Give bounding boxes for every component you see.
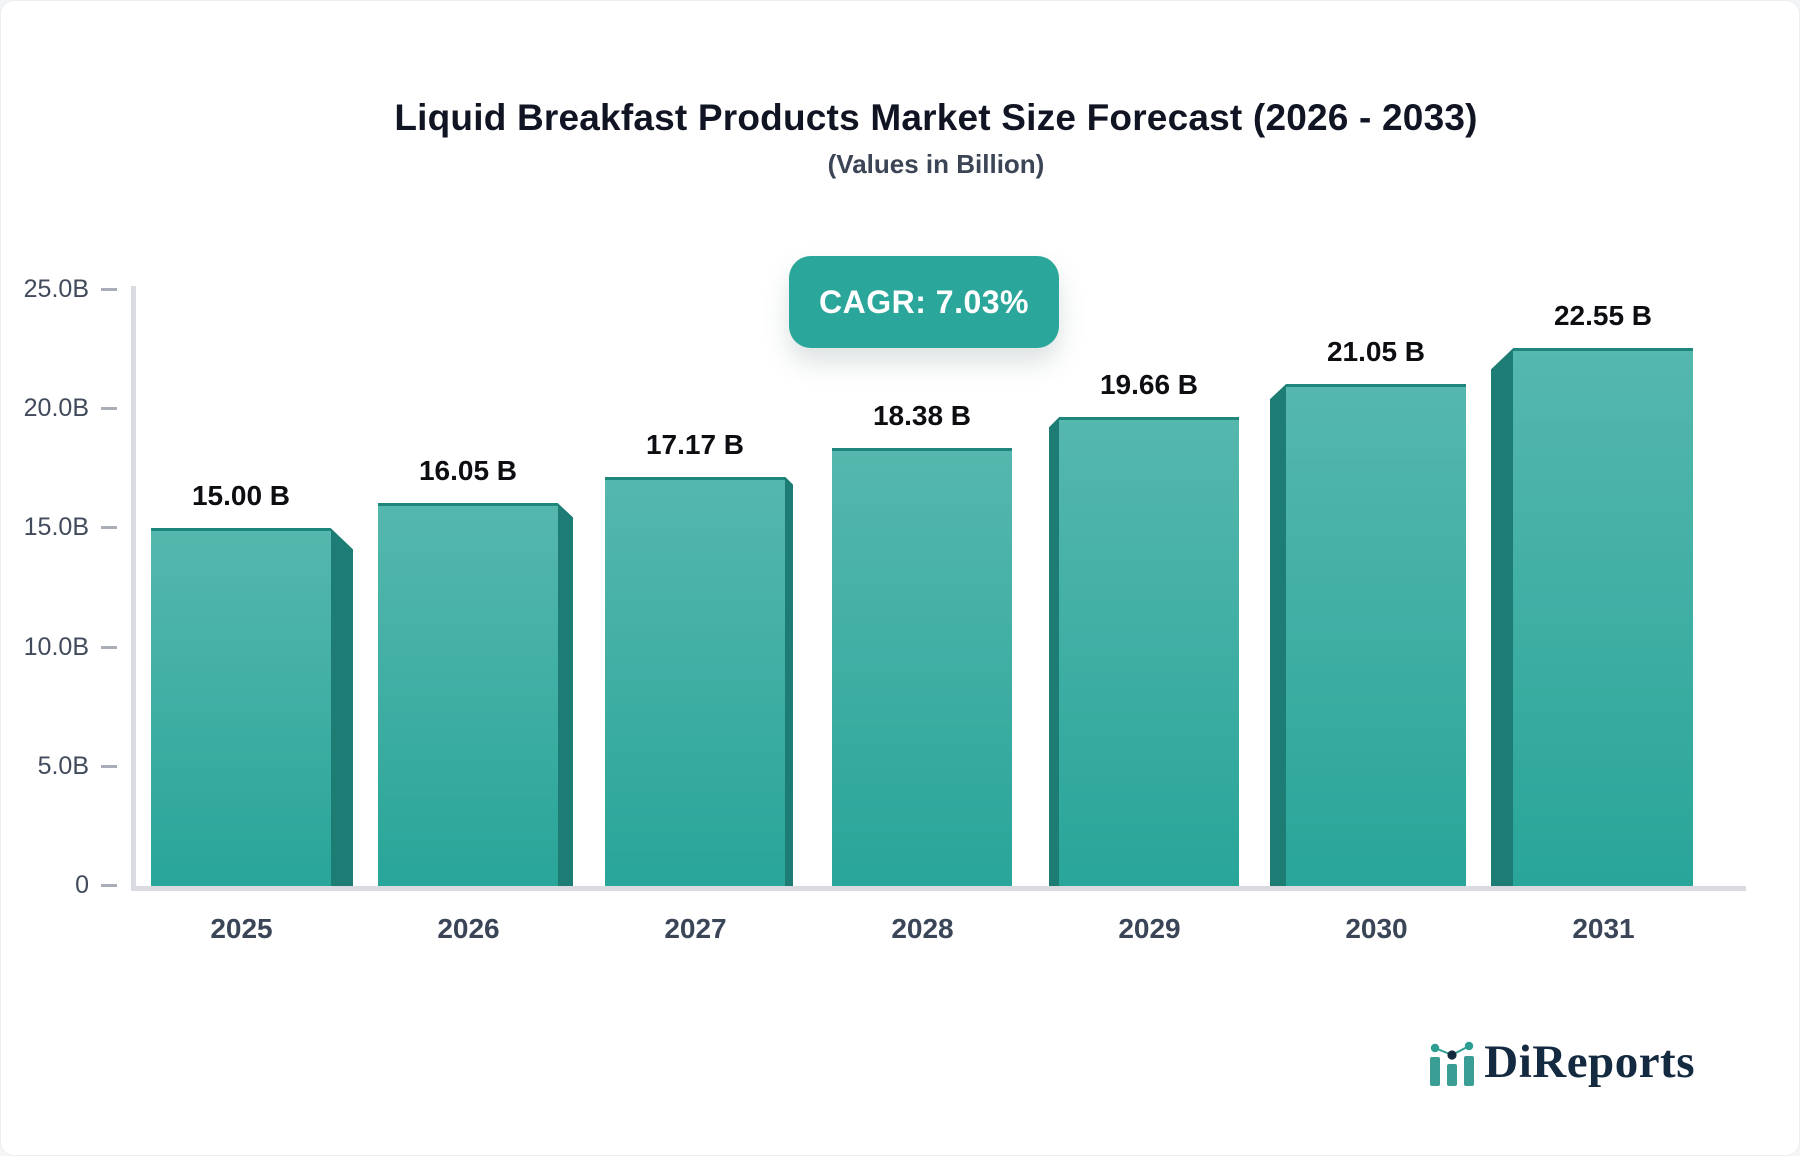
bar-side [1491,348,1513,886]
x-axis-label: 2025 [210,913,273,944]
x-axis-label: 2031 [1572,913,1635,944]
chart-title: Liquid Breakfast Products Market Size Fo… [394,97,1478,138]
logo-icon [1430,1041,1475,1086]
y-tick-label: 5.0B [37,751,89,780]
y-tick-label: 0 [75,871,89,899]
x-axis-label: 2030 [1345,913,1408,944]
bar-side [785,476,793,886]
bar-value-label: 22.55 B [1553,300,1653,332]
logo-text: DiReports [1484,1036,1695,1088]
bar [1059,417,1239,886]
bar-side [558,503,573,886]
bar [1513,348,1693,886]
bar [1286,384,1466,886]
bar-value-label: 18.38 B [872,399,972,431]
y-tick-mark [101,526,117,530]
bar-side [1270,384,1286,886]
bar-side [1049,417,1059,886]
cagr-badge-label: CAGR: 7.03% [819,283,1029,320]
bar [832,447,1012,886]
bar-value-label: 15.00 B [191,480,291,512]
y-tick-mark [101,645,117,649]
y-axis-line [131,286,136,891]
bar-value-label: 17.17 B [645,428,745,460]
x-axis-label: 2029 [1118,913,1181,944]
x-axis-label: 2026 [437,913,500,944]
bar-side [331,528,353,886]
x-axis-label: 2028 [891,913,954,944]
bar-value-label: 16.05 B [418,455,518,487]
chart-subtitle: (Values in Billion) [827,149,1045,179]
bar-value-label: 19.66 B [1099,369,1199,401]
cagr-badge: CAGR: 7.03% [789,256,1059,348]
bar [605,476,785,886]
y-tick-label: 15.0B [23,513,89,542]
y-tick-mark [101,407,117,411]
x-axis-label: 2027 [664,913,727,944]
bar-value-label: 21.05 B [1326,336,1426,368]
logo: DiReports [1428,1039,1695,1086]
x-axis-line [131,886,1746,891]
y-tick-mark [101,764,117,768]
y-tick-mark [101,884,117,887]
y-tick-label: 20.0B [23,394,89,423]
bar [151,528,331,886]
bar [378,503,558,886]
y-tick-mark [101,288,117,291]
y-tick-label: 10.0B [23,632,89,661]
y-tick-label: 25.0B [23,275,89,303]
